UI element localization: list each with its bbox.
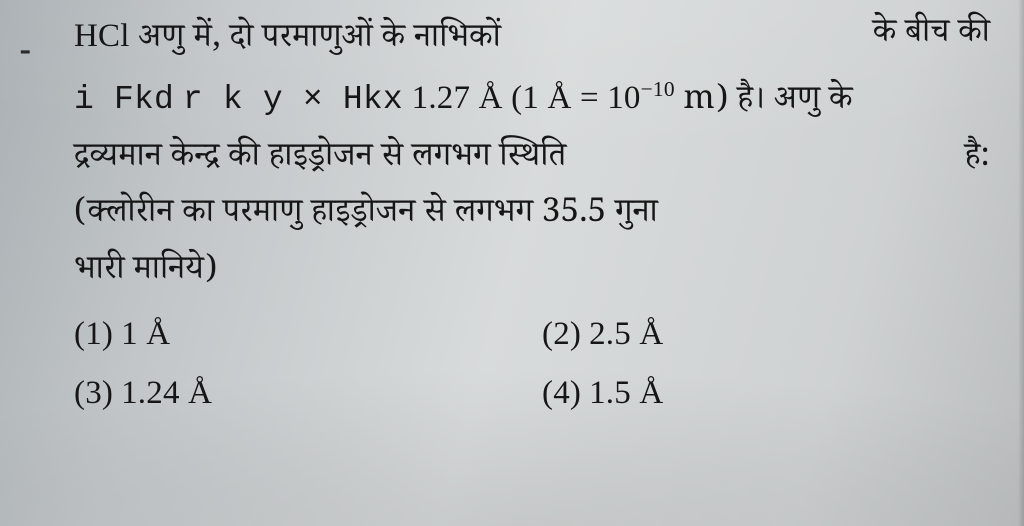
option-number: (1) <box>74 306 113 363</box>
question-line-3: द्रव्यमान केन्द्र की हाइड्रोजन से लगभग स… <box>74 132 990 189</box>
text: अणु में, दो परमाणुओं के नाभिकों <box>138 15 501 67</box>
option-value: 1 Å <box>121 306 170 363</box>
question-line-5: भारी मानिये) <box>74 245 990 302</box>
question-line-2: i Fkd r k y × Hkx 1.27 Å (1 Å = 10−10 m)… <box>74 70 990 132</box>
text: 1.27 Å (1 Å = 10 <box>412 80 641 116</box>
option-3[interactable]: (3) 1.24 Å <box>74 365 522 422</box>
options-grid: (1) 1 Å (2) 2.5 Å (3) 1.24 Å (4) 1.5 Å <box>74 306 990 422</box>
garbled-text: r k y × Hkx <box>183 81 403 118</box>
option-number: (2) <box>542 306 581 363</box>
hcl-label: HCl <box>74 18 130 54</box>
option-number: (4) <box>542 365 581 422</box>
option-value: 1.24 Å <box>121 365 212 422</box>
text: (क्लोरीन का परमाणु हाइड्रोजन से लगभग 35.… <box>74 190 658 242</box>
question-line-4: (क्लोरीन का परमाणु हाइड्रोजन से लगभग 35.… <box>74 188 990 245</box>
option-4[interactable]: (4) 1.5 Å <box>542 365 990 422</box>
text: के बीच की <box>873 8 990 70</box>
option-1[interactable]: (1) 1 Å <box>74 306 522 363</box>
option-2[interactable]: (2) 2.5 Å <box>542 306 990 363</box>
text: है: <box>965 132 990 189</box>
text: भारी मानिये) <box>74 247 217 299</box>
text: द्रव्यमान केन्द्र की हाइड्रोजन से लगभग स… <box>74 132 566 189</box>
question-line-1: HCl अणु में, दो परमाणुओं के नाभिकों के ब… <box>74 8 990 70</box>
exponent: −10 <box>641 77 675 101</box>
option-value: 1.5 Å <box>589 365 663 422</box>
option-value: 2.5 Å <box>589 306 663 363</box>
garbled-prefix: i Fkd <box>74 81 174 118</box>
question-block: HCl अणु में, दो परमाणुओं के नाभिकों के ब… <box>74 8 990 510</box>
option-number: (3) <box>74 365 113 422</box>
text: m) है। अणु के <box>675 77 853 129</box>
bullet-dash: - <box>20 30 31 83</box>
